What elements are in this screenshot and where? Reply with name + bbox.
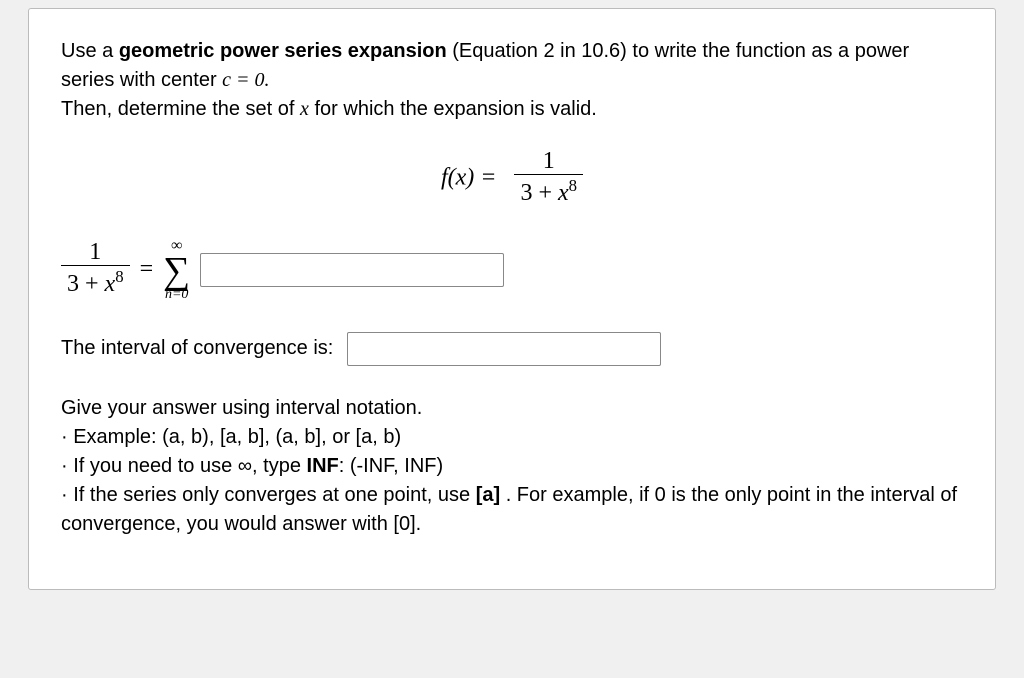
series-lhs: 1 3 + x8 xyxy=(61,239,130,301)
series-num: 1 xyxy=(61,239,130,266)
prompt-text: Use a geometric power series expansion (… xyxy=(61,37,963,124)
sum-sigma: ∑ xyxy=(163,254,190,288)
hint-1: Give your answer using interval notation… xyxy=(61,394,963,423)
prompt-bold: geometric power series expansion xyxy=(119,40,447,62)
series-term-input[interactable] xyxy=(200,253,504,287)
eq-den: 3 + x8 xyxy=(514,175,583,209)
interval-input[interactable] xyxy=(347,332,661,366)
hint-4: If the series only converges at one poin… xyxy=(61,481,963,539)
eq-num: 1 xyxy=(514,148,583,175)
prompt-c-math: c = 0. xyxy=(222,69,269,91)
display-equation: f(x) = 1 3 + x8 xyxy=(61,148,963,210)
series-den: 3 + x8 xyxy=(61,266,130,300)
prompt-a: Use a xyxy=(61,40,119,62)
hints-block: Give your answer using interval notation… xyxy=(61,394,963,539)
interval-label: The interval of convergence is: xyxy=(61,337,333,360)
eq-fraction: 1 3 + x8 xyxy=(514,148,583,210)
interval-row: The interval of convergence is: xyxy=(61,332,963,366)
prompt-line2a: Then, determine the set of xyxy=(61,98,300,120)
hint-3: If you need to use ∞, type INF: (-INF, I… xyxy=(61,452,963,481)
hint-2: Example: (a, b), [a, b], (a, b], or [a, … xyxy=(61,423,963,452)
series-equation-row: 1 3 + x8 = ∞ ∑ n=0 xyxy=(61,238,963,302)
prompt-line2b: for which the expansion is valid. xyxy=(309,98,597,120)
summation-symbol: ∞ ∑ n=0 xyxy=(163,238,190,302)
prompt-x: x xyxy=(300,98,309,120)
series-fraction: 1 3 + x8 xyxy=(61,239,130,301)
eq-lhs: f(x) = xyxy=(441,164,497,190)
sum-lower: n=0 xyxy=(165,288,188,302)
series-equals: = xyxy=(140,256,154,283)
question-card: Use a geometric power series expansion (… xyxy=(28,8,996,590)
